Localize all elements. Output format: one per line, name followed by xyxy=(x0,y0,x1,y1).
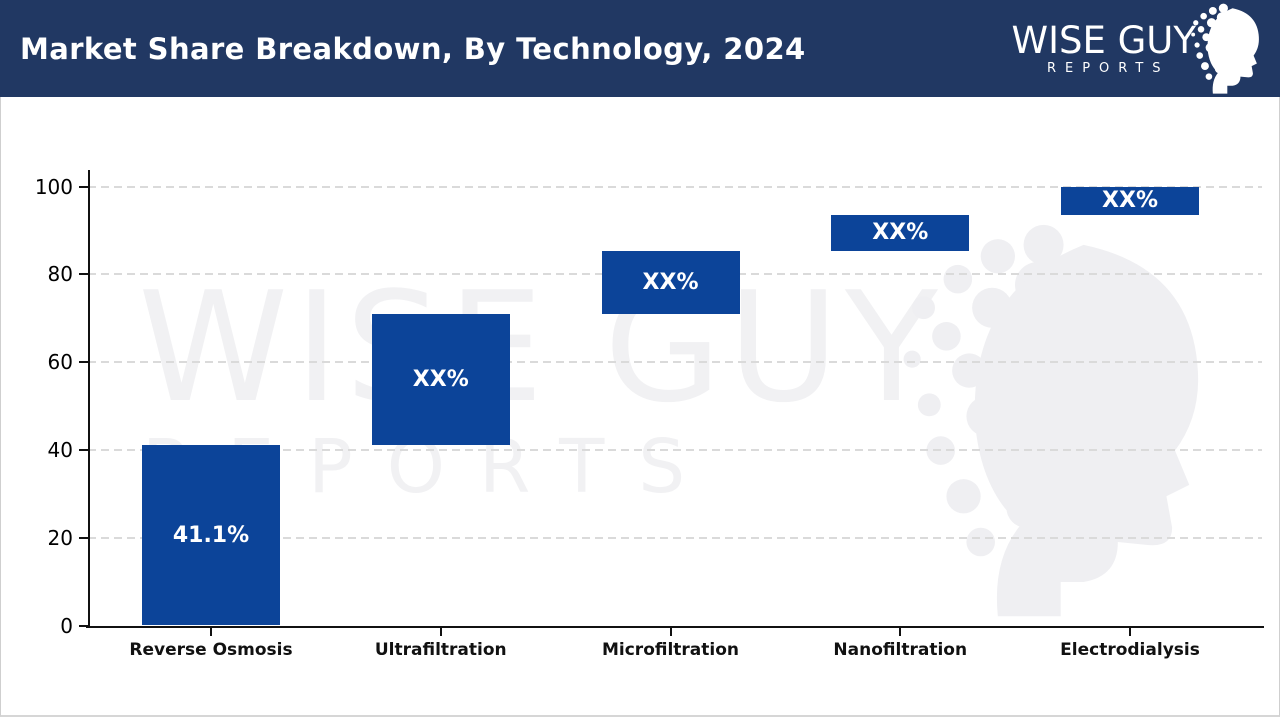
x-category-label: Nanofiltration xyxy=(833,640,968,660)
y-gridline xyxy=(88,536,1262,539)
x-category-label: Reverse Osmosis xyxy=(129,640,293,660)
y-tick-mark xyxy=(79,624,88,627)
y-tick-mark xyxy=(79,361,88,364)
bar-ultrafiltration: XX% xyxy=(371,313,510,446)
dotted-head-icon xyxy=(1191,3,1259,94)
y-gridline xyxy=(88,361,1262,364)
y-tick-label: 20 xyxy=(47,525,73,550)
x-tick-mark xyxy=(439,628,442,636)
x-category-label: Ultrafiltration xyxy=(374,640,507,660)
brand-logo: WISE GUY REPORTS xyxy=(1012,0,1270,97)
brand-subname: REPORTS xyxy=(1046,61,1170,76)
y-tick-label: 60 xyxy=(47,350,73,375)
y-axis-line xyxy=(88,170,90,628)
watermark-dotted-head xyxy=(903,224,1199,617)
bar-value-label: XX% xyxy=(412,366,469,392)
x-tick-mark xyxy=(210,628,212,636)
y-tick-label: 0 xyxy=(60,613,73,638)
chart-title: Market Share Breakdown, By Technology, 2… xyxy=(20,31,806,66)
x-category-label: Electrodialysis xyxy=(1060,640,1200,660)
y-gridline xyxy=(88,448,1262,451)
bar-microfiltration: XX% xyxy=(601,250,740,314)
bar-nanofiltration: XX% xyxy=(831,215,970,251)
brand-name: WISE GUY xyxy=(1011,19,1196,62)
y-tick-mark xyxy=(79,273,88,276)
y-tick-label: 80 xyxy=(47,262,73,287)
bar-reverse-osmosis: 41.1% xyxy=(142,445,280,626)
y-tick-label: 100 xyxy=(34,174,73,199)
x-axis-line xyxy=(86,626,1264,628)
brand-logo-text: WISE GUY REPORTS xyxy=(1012,22,1196,75)
y-tick-mark xyxy=(79,185,88,188)
bar-value-label: XX% xyxy=(642,269,699,295)
x-tick-mark xyxy=(669,628,672,636)
bar-value-label: XX% xyxy=(872,220,929,246)
watermark-text-line1: WISE GUY xyxy=(138,259,944,436)
x-tick-mark xyxy=(899,628,902,636)
x-tick-mark xyxy=(1129,628,1131,636)
y-gridline xyxy=(88,185,1262,188)
y-tick-label: 40 xyxy=(47,437,73,462)
bar-value-label: 41.1% xyxy=(172,522,250,548)
bar-electrodialysis: XX% xyxy=(1061,186,1199,216)
y-tick-mark xyxy=(79,448,88,451)
bar-value-label: XX% xyxy=(1102,188,1158,214)
y-tick-mark xyxy=(79,536,88,539)
header-bar: Market Share Breakdown, By Technology, 2… xyxy=(0,0,1280,97)
x-category-label: Microfiltration xyxy=(601,640,740,660)
